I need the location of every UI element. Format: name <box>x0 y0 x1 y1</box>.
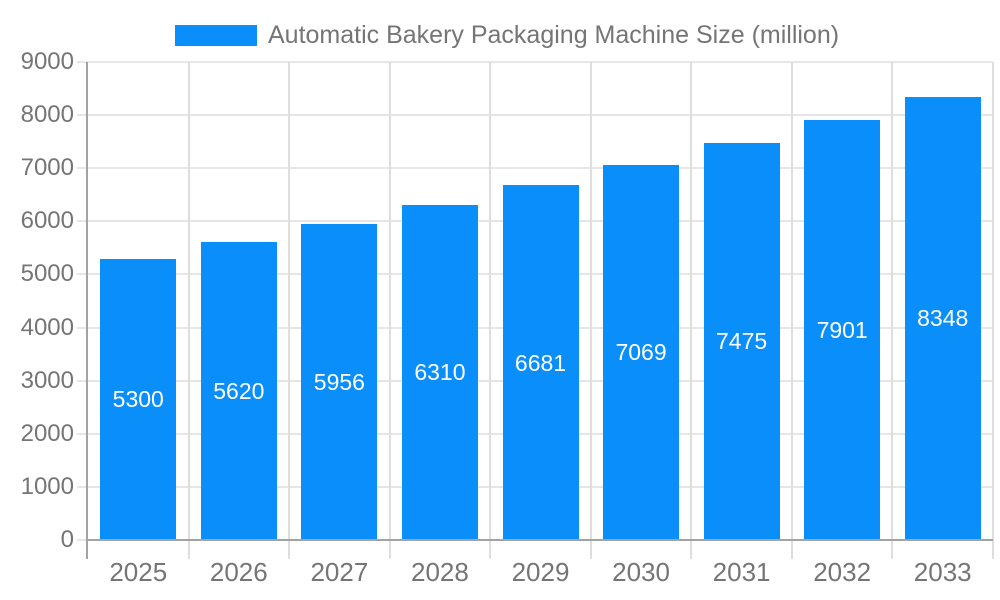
x-axis-tick <box>690 540 693 559</box>
bar <box>804 120 881 540</box>
y-axis-label: 4000 <box>20 313 74 341</box>
x-axis-tick <box>992 540 994 559</box>
x-axis-tick <box>187 540 190 559</box>
gridline-v <box>690 62 693 540</box>
gridline-v <box>992 62 994 540</box>
y-axis-label: 9000 <box>20 48 74 75</box>
y-axis-label: 7000 <box>20 154 74 182</box>
y-axis-label: 2000 <box>20 419 74 447</box>
gridline-h <box>77 167 993 170</box>
x-axis-tick <box>790 540 793 559</box>
x-axis-line <box>88 539 993 541</box>
bar <box>603 164 680 540</box>
x-axis-label: 2030 <box>612 557 670 587</box>
x-axis-tick <box>589 540 592 559</box>
x-axis-label: 2028 <box>411 557 469 587</box>
gridline-v <box>388 62 391 540</box>
gridline-h <box>77 114 993 117</box>
x-axis-label: 2031 <box>712 557 771 587</box>
legend-label: Automatic Bakery Packaging Machine Size … <box>268 21 840 49</box>
bar-value-label: 7069 <box>615 339 667 366</box>
gridline-v <box>187 62 190 540</box>
gridline-v <box>489 62 492 540</box>
x-axis-label: 2025 <box>109 557 168 587</box>
y-axis-tick <box>77 539 88 541</box>
x-axis-tick <box>288 540 291 559</box>
legend: Automatic Bakery Packaging Machine Size … <box>175 21 839 50</box>
y-axis-label: 6000 <box>20 207 74 235</box>
x-axis-label: 2029 <box>511 557 570 587</box>
x-axis-tick <box>388 540 391 559</box>
bar-value-label: 5956 <box>313 368 365 395</box>
bar <box>904 96 981 540</box>
gridline-v <box>589 62 592 540</box>
gridline-h <box>77 61 993 63</box>
bar <box>502 185 579 540</box>
x-axis-label: 2026 <box>209 557 268 587</box>
x-axis-label: 2033 <box>913 557 972 587</box>
bar-value-label: 7901 <box>816 317 868 344</box>
bar-value-label: 5620 <box>213 377 265 404</box>
y-axis-label: 3000 <box>20 366 74 394</box>
bar <box>100 258 177 540</box>
gridline-v <box>288 62 291 540</box>
bar <box>703 142 780 540</box>
x-axis-tick <box>891 540 894 559</box>
bar <box>200 241 277 540</box>
gridline-v <box>790 62 793 540</box>
bar <box>301 223 378 540</box>
bar-value-label: 6681 <box>514 349 567 376</box>
bar-value-label: 5300 <box>112 386 164 413</box>
y-axis-label: 8000 <box>20 101 74 129</box>
bar-value-label: 7475 <box>716 328 768 355</box>
bar-value-label: 6310 <box>414 359 466 386</box>
legend-swatch <box>175 25 257 46</box>
y-axis-label: 5000 <box>20 260 74 288</box>
y-axis-line <box>86 62 88 559</box>
x-axis-tick <box>489 540 492 559</box>
y-axis-label: 1000 <box>20 472 74 500</box>
gridline-v <box>891 62 894 540</box>
bar <box>401 204 478 540</box>
x-axis-label: 2032 <box>813 557 872 587</box>
x-axis-label: 2027 <box>310 557 369 587</box>
y-axis-label: 0 <box>60 526 74 553</box>
bar-value-label: 8348 <box>917 305 969 332</box>
